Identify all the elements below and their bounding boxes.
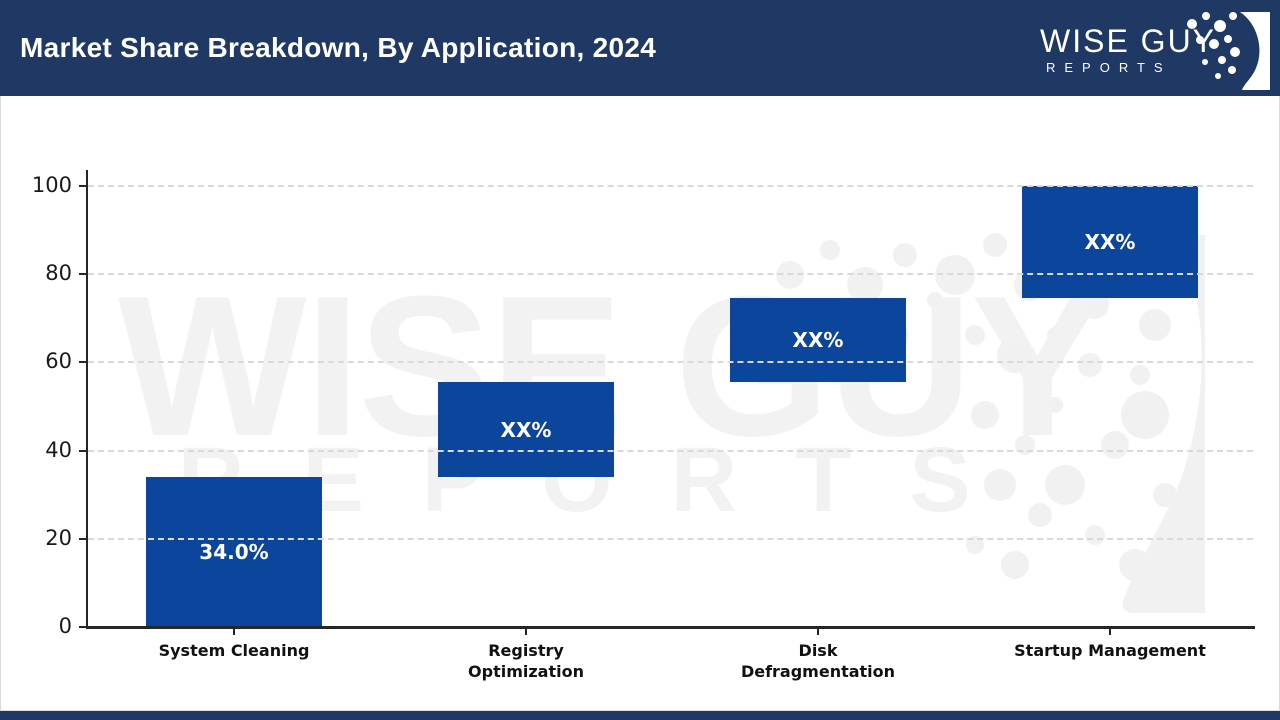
y-axis-line (86, 170, 88, 629)
x-tick-3 (1109, 629, 1111, 635)
logo-head-icon (1187, 12, 1270, 90)
y-tick-label-20: 20 (45, 525, 72, 550)
bar-registry-optimization: XX% (438, 382, 614, 478)
y-tick-label-80: 80 (45, 261, 72, 286)
x-category-label: Registry Optimization (468, 641, 584, 681)
x-axis-line (86, 626, 1255, 629)
y-tick-0 (79, 626, 87, 628)
y-tick-label-0: 0 (58, 614, 72, 638)
footer-bar (0, 711, 1280, 720)
bar-disk-defragmentation: XX% (730, 298, 906, 383)
y-tick-60 (79, 361, 87, 364)
header: Market Share Breakdown, By Application, … (0, 0, 1280, 96)
bar-system-cleaning: 34.0% (146, 477, 322, 627)
x-tick-0 (233, 629, 235, 635)
bar-value-label: XX% (792, 328, 844, 353)
page-title: Market Share Breakdown, By Application, … (20, 32, 657, 63)
y-tick-label-60: 60 (45, 349, 72, 374)
y-tick-label-100: 100 (31, 173, 72, 197)
x-tick-2 (817, 629, 819, 635)
y-tick-100 (79, 185, 87, 187)
bar-value-label: 34.0% (199, 540, 269, 565)
gridline-80 (88, 273, 1253, 276)
bar-startup-management: XX% (1022, 186, 1198, 299)
bar-value-label: XX% (500, 417, 552, 442)
x-tick-1 (525, 629, 527, 635)
x-category-label: Startup Management (1014, 641, 1206, 660)
y-tick-20 (79, 537, 87, 540)
x-category-label: System Cleaning (158, 641, 310, 660)
x-category-label: Disk Defragmentation (740, 641, 896, 681)
gridline-60 (88, 361, 1253, 364)
wiseguy-logo: WISE GUY REPORTS (1040, 12, 1270, 90)
logo-text-line1: WISE GUY (1040, 23, 1216, 59)
y-tick-80 (79, 273, 87, 276)
logo-text-line2: REPORTS (1046, 60, 1172, 75)
y-tick-label-40: 40 (45, 437, 72, 462)
gridline-100 (88, 185, 1253, 187)
bar-value-label: XX% (1084, 230, 1136, 255)
gridline-40 (88, 449, 1253, 452)
gridline-20 (88, 537, 1253, 540)
y-tick-40 (79, 449, 87, 452)
